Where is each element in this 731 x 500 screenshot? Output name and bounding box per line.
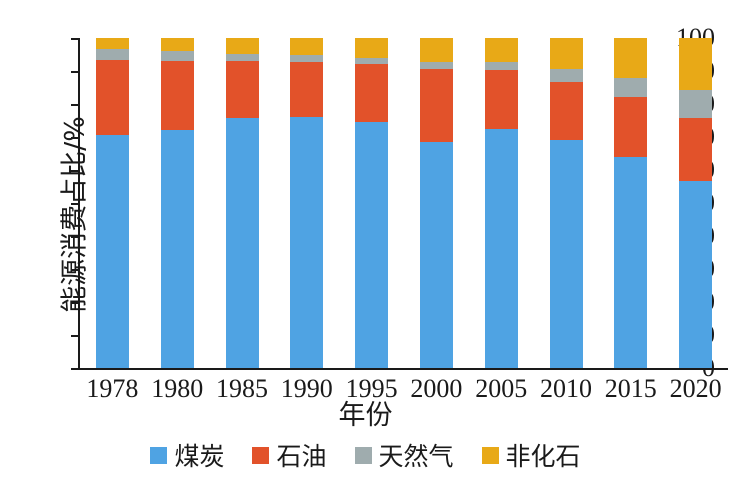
bar-segment[interactable] bbox=[679, 38, 713, 91]
bar-segment[interactable] bbox=[549, 69, 583, 83]
bar-segment[interactable] bbox=[290, 61, 324, 117]
bar-stack[interactable] bbox=[484, 38, 518, 368]
bar-stack[interactable] bbox=[225, 38, 259, 368]
bar-segment[interactable] bbox=[355, 64, 389, 122]
y-axis-tick-mark bbox=[71, 203, 80, 205]
bar-segment[interactable] bbox=[160, 38, 194, 52]
bar-segment[interactable] bbox=[225, 38, 259, 55]
y-axis-tick-mark bbox=[71, 368, 80, 370]
x-axis-tick-label: 1978 bbox=[86, 374, 139, 403]
bar-segment[interactable] bbox=[419, 38, 453, 63]
bar-segment[interactable] bbox=[225, 61, 259, 118]
legend-swatch-icon bbox=[481, 446, 499, 464]
y-axis-tick-mark bbox=[71, 335, 80, 337]
bar-segment[interactable] bbox=[225, 117, 259, 368]
bar-segment[interactable] bbox=[549, 139, 583, 368]
y-axis-tick-mark bbox=[71, 71, 80, 73]
legend-label: 石油 bbox=[276, 442, 327, 471]
legend-swatch-icon bbox=[252, 446, 270, 464]
bar-segment[interactable] bbox=[95, 134, 129, 368]
bar-segment[interactable] bbox=[290, 38, 324, 55]
bar-segment[interactable] bbox=[679, 90, 713, 119]
legend-item[interactable]: 石油 bbox=[252, 437, 327, 473]
x-axis-tick-label: 2000 bbox=[410, 374, 463, 403]
bar-segment[interactable] bbox=[225, 54, 259, 62]
bar-segment[interactable] bbox=[614, 77, 648, 97]
bar-segment[interactable] bbox=[679, 180, 713, 368]
x-axis-tick-label: 1980 bbox=[151, 374, 204, 403]
bar-segment[interactable] bbox=[484, 129, 518, 368]
y-axis-tick-mark bbox=[71, 104, 80, 106]
x-axis-tick-label: 2015 bbox=[604, 374, 657, 403]
bar-segment[interactable] bbox=[95, 49, 129, 60]
y-axis-tick-mark bbox=[71, 302, 80, 304]
bar-segment[interactable] bbox=[160, 51, 194, 62]
y-axis-tick-mark bbox=[71, 170, 80, 172]
bar-segment[interactable] bbox=[484, 62, 518, 71]
x-axis-tick-label: 2010 bbox=[540, 374, 592, 403]
bar-stack[interactable] bbox=[355, 38, 389, 368]
x-axis-title: 年份 bbox=[338, 400, 393, 431]
bar-stack[interactable] bbox=[95, 38, 129, 368]
bar-segment[interactable] bbox=[95, 59, 129, 135]
x-axis-tick-label: 1995 bbox=[345, 374, 398, 403]
bar-stack[interactable] bbox=[679, 38, 713, 368]
bar-segment[interactable] bbox=[484, 38, 518, 63]
legend-swatch-icon bbox=[354, 446, 372, 464]
bar-segment[interactable] bbox=[614, 38, 648, 78]
x-axis-tick-label: 1990 bbox=[280, 374, 333, 403]
bar-segment[interactable] bbox=[160, 129, 194, 368]
y-axis-tick-mark bbox=[71, 236, 80, 238]
bar-segment[interactable] bbox=[419, 62, 453, 70]
bar-segment[interactable] bbox=[355, 58, 389, 65]
bar-stack[interactable] bbox=[160, 38, 194, 368]
bar-segment[interactable] bbox=[160, 61, 194, 130]
bar-segment[interactable] bbox=[419, 141, 453, 368]
bar-segment[interactable] bbox=[679, 118, 713, 181]
chart-legend: 煤炭 石油 天然气 非化石 bbox=[0, 437, 731, 473]
bar-segment[interactable] bbox=[614, 96, 648, 158]
legend-item[interactable]: 煤炭 bbox=[150, 437, 224, 473]
bar-segment[interactable] bbox=[614, 157, 648, 368]
legend-item[interactable]: 天然气 bbox=[354, 437, 454, 473]
bar-stack[interactable] bbox=[419, 38, 453, 368]
x-axis-tick-label: 1985 bbox=[216, 374, 268, 403]
y-axis-tick-mark bbox=[71, 137, 80, 139]
bar-segment[interactable] bbox=[355, 121, 389, 368]
bar-segment[interactable] bbox=[484, 70, 518, 130]
bar-stack[interactable] bbox=[549, 38, 583, 368]
y-axis-tick-mark bbox=[71, 269, 80, 271]
x-axis-tick-label: 2005 bbox=[475, 374, 528, 403]
bar-segment[interactable] bbox=[419, 69, 453, 142]
plot-area: 0102030405060708090100 19781980198519901… bbox=[71, 23, 728, 403]
legend-label: 天然气 bbox=[378, 442, 454, 471]
legend-label: 非化石 bbox=[505, 442, 581, 471]
bar-segment[interactable] bbox=[290, 54, 324, 62]
bar-segment[interactable] bbox=[95, 38, 129, 50]
bar-segment[interactable] bbox=[549, 82, 583, 140]
legend-item[interactable]: 非化石 bbox=[481, 437, 581, 473]
bar-segment[interactable] bbox=[549, 38, 583, 70]
legend-swatch-icon bbox=[150, 446, 168, 464]
bar-segment[interactable] bbox=[355, 38, 389, 59]
legend-label: 煤炭 bbox=[174, 442, 225, 471]
y-axis-tick-mark bbox=[71, 38, 80, 40]
bar-segment[interactable] bbox=[290, 116, 324, 368]
x-axis-tick-label: 2020 bbox=[669, 374, 722, 403]
bar-stack[interactable] bbox=[614, 38, 648, 368]
bar-stack[interactable] bbox=[290, 38, 324, 368]
